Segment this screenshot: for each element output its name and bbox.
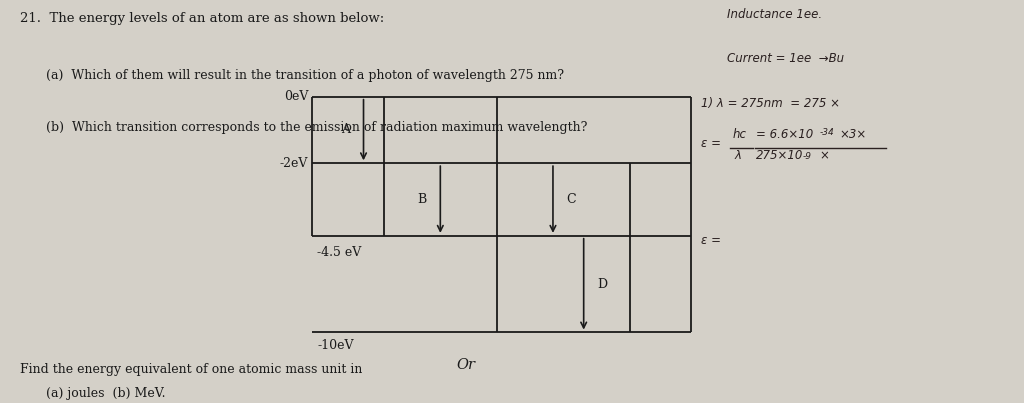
Text: ε =: ε = [701,234,722,247]
Text: ε =: ε = [701,137,722,150]
Text: λ: λ [734,149,741,162]
Text: -9: -9 [803,152,812,161]
Text: Current = 1ee  →Bu: Current = 1ee →Bu [727,52,844,65]
Text: 1) λ = 275nm  = 275 ×: 1) λ = 275nm = 275 × [701,97,841,110]
Text: hc: hc [732,128,746,141]
Text: = 6.6×10: = 6.6×10 [756,128,813,141]
Text: -4.5 eV: -4.5 eV [317,246,361,259]
Text: Or: Or [457,358,475,372]
Text: C: C [566,193,575,206]
Text: 21.  The energy levels of an atom are as shown below:: 21. The energy levels of an atom are as … [20,12,385,25]
Text: -34: -34 [819,128,834,137]
Text: (a) joules  (b) MeV.: (a) joules (b) MeV. [46,387,166,400]
Text: -2eV: -2eV [280,157,308,170]
Text: 0eV: 0eV [284,90,308,103]
Text: ×: × [819,149,829,162]
Text: Find the energy equivalent of one atomic mass unit in: Find the energy equivalent of one atomic… [20,363,362,376]
Text: (a)  Which of them will result in the transition of a photon of wavelength 275 n: (a) Which of them will result in the tra… [46,69,564,81]
Text: A: A [341,123,350,137]
Text: 275×10: 275×10 [756,149,803,162]
Text: D: D [597,278,607,291]
Text: ×3×: ×3× [840,128,867,141]
Text: (b)  Which transition corresponds to the emission of radiation maximum wavelengt: (b) Which transition corresponds to the … [46,121,588,134]
Text: Inductance 1ee.: Inductance 1ee. [727,8,822,21]
Text: -10eV: -10eV [317,339,354,351]
Text: B: B [418,193,427,206]
